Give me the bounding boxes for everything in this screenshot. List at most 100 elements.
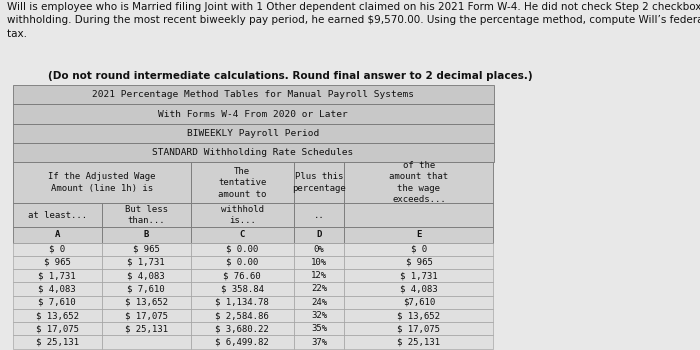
Text: ..: .. bbox=[314, 211, 325, 220]
Text: withhold
is...: withhold is... bbox=[220, 205, 264, 225]
Bar bbox=[294, 296, 344, 309]
Text: of the
amount that
the wage
exceeds...: of the amount that the wage exceeds... bbox=[389, 161, 449, 204]
Bar bbox=[13, 282, 102, 296]
Text: (Do not round intermediate calculations. Round final answer to 2 decimal places.: (Do not round intermediate calculations.… bbox=[48, 71, 532, 80]
Text: $ 17,075: $ 17,075 bbox=[398, 324, 440, 333]
Text: 37%: 37% bbox=[311, 337, 327, 346]
Text: $ 1,731: $ 1,731 bbox=[127, 258, 165, 267]
Text: Will is employee who is Married filing Joint with 1 Other dependent claimed on h: Will is employee who is Married filing J… bbox=[7, 2, 700, 39]
Bar bbox=[102, 335, 190, 349]
Bar bbox=[344, 296, 493, 309]
Bar bbox=[102, 309, 190, 322]
Text: $ 1,134.78: $ 1,134.78 bbox=[216, 298, 269, 307]
Text: $ 76.60: $ 76.60 bbox=[223, 271, 261, 280]
Text: A: A bbox=[55, 230, 60, 239]
Bar bbox=[102, 269, 190, 282]
Text: $ 7,610: $ 7,610 bbox=[38, 298, 76, 307]
Text: 32%: 32% bbox=[311, 311, 327, 320]
Bar bbox=[344, 203, 493, 227]
Bar bbox=[294, 282, 344, 296]
Bar bbox=[190, 309, 294, 322]
Text: $ 0: $ 0 bbox=[49, 245, 65, 254]
Bar bbox=[294, 309, 344, 322]
Bar bbox=[13, 256, 102, 269]
Bar bbox=[13, 243, 102, 256]
Text: $ 965: $ 965 bbox=[43, 258, 71, 267]
Bar bbox=[102, 256, 190, 269]
Bar bbox=[294, 203, 344, 227]
Bar bbox=[344, 282, 493, 296]
Bar bbox=[344, 227, 493, 243]
Bar bbox=[294, 227, 344, 243]
Bar bbox=[190, 227, 294, 243]
Text: $ 17,075: $ 17,075 bbox=[125, 311, 167, 320]
Bar bbox=[13, 143, 494, 162]
Text: $ 965: $ 965 bbox=[132, 245, 160, 254]
Text: $ 0.00: $ 0.00 bbox=[226, 258, 258, 267]
Text: But less
than...: But less than... bbox=[125, 205, 167, 225]
Bar bbox=[13, 162, 190, 203]
Text: B: B bbox=[144, 230, 148, 239]
Bar bbox=[13, 322, 102, 335]
Bar bbox=[190, 162, 294, 203]
Bar bbox=[190, 256, 294, 269]
Text: $ 4,083: $ 4,083 bbox=[400, 285, 438, 293]
Text: 10%: 10% bbox=[311, 258, 327, 267]
Bar bbox=[294, 269, 344, 282]
Bar bbox=[190, 296, 294, 309]
Bar bbox=[13, 203, 102, 227]
Bar bbox=[13, 335, 102, 349]
Bar bbox=[13, 124, 494, 143]
Text: $ 6,499.82: $ 6,499.82 bbox=[216, 337, 269, 346]
Text: $ 2,584.86: $ 2,584.86 bbox=[216, 311, 269, 320]
Text: $ 25,131: $ 25,131 bbox=[398, 337, 440, 346]
Text: STANDARD Withholding Rate Schedules: STANDARD Withholding Rate Schedules bbox=[153, 148, 354, 157]
Text: 2021 Percentage Method Tables for Manual Payroll Systems: 2021 Percentage Method Tables for Manual… bbox=[92, 90, 414, 99]
Bar bbox=[294, 243, 344, 256]
Bar bbox=[13, 85, 494, 105]
Text: $ 3,680.22: $ 3,680.22 bbox=[216, 324, 269, 333]
Bar bbox=[13, 269, 102, 282]
Text: 35%: 35% bbox=[311, 324, 327, 333]
Bar bbox=[102, 227, 190, 243]
Text: $ 7,610: $ 7,610 bbox=[127, 285, 165, 293]
Text: 0%: 0% bbox=[314, 245, 325, 254]
Bar bbox=[13, 105, 494, 124]
Bar bbox=[344, 243, 493, 256]
Bar bbox=[344, 269, 493, 282]
Text: $ 0: $ 0 bbox=[411, 245, 427, 254]
Text: $ 13,652: $ 13,652 bbox=[125, 298, 167, 307]
Text: 24%: 24% bbox=[311, 298, 327, 307]
Text: 12%: 12% bbox=[311, 271, 327, 280]
Bar bbox=[294, 322, 344, 335]
Text: $ 1,731: $ 1,731 bbox=[38, 271, 76, 280]
Text: $ 965: $ 965 bbox=[405, 258, 433, 267]
Text: $ 25,131: $ 25,131 bbox=[125, 324, 167, 333]
Bar bbox=[13, 227, 102, 243]
Bar bbox=[344, 162, 493, 203]
Bar bbox=[102, 282, 190, 296]
Bar bbox=[102, 322, 190, 335]
Text: If the Adjusted Wage
Amount (line 1h) is: If the Adjusted Wage Amount (line 1h) is bbox=[48, 172, 155, 193]
Text: $7,610: $7,610 bbox=[402, 298, 435, 307]
Text: $ 4,083: $ 4,083 bbox=[38, 285, 76, 293]
Bar bbox=[294, 162, 344, 203]
Bar bbox=[294, 256, 344, 269]
Bar bbox=[102, 243, 190, 256]
Text: $ 0.00: $ 0.00 bbox=[226, 245, 258, 254]
Text: Plus this
percentage: Plus this percentage bbox=[293, 172, 346, 193]
Text: $ 17,075: $ 17,075 bbox=[36, 324, 78, 333]
Text: $ 13,652: $ 13,652 bbox=[398, 311, 440, 320]
Bar bbox=[190, 322, 294, 335]
Bar bbox=[190, 203, 294, 227]
Bar bbox=[344, 335, 493, 349]
Text: $ 4,083: $ 4,083 bbox=[127, 271, 165, 280]
Bar bbox=[344, 309, 493, 322]
Bar bbox=[190, 243, 294, 256]
Text: With Forms W-4 From 2020 or Later: With Forms W-4 From 2020 or Later bbox=[158, 110, 348, 119]
Bar bbox=[190, 335, 294, 349]
Text: $ 13,652: $ 13,652 bbox=[36, 311, 78, 320]
Text: D: D bbox=[316, 230, 322, 239]
Text: E: E bbox=[416, 230, 421, 239]
Bar bbox=[102, 296, 190, 309]
